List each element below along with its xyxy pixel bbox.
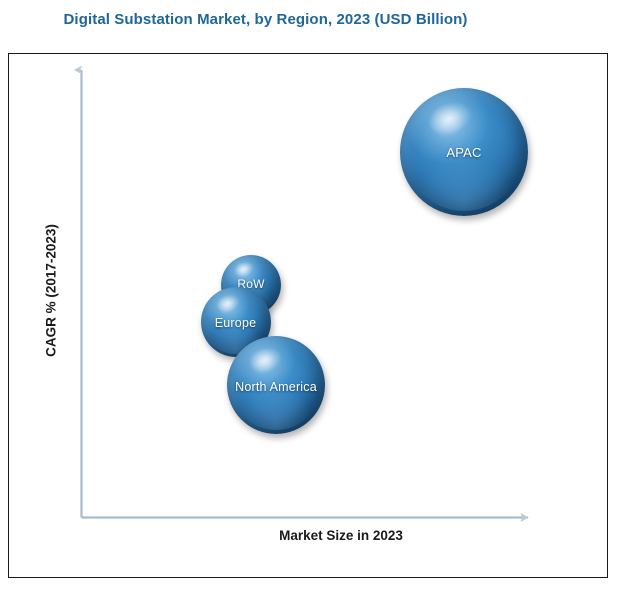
x-axis-label: Market Size in 2023	[279, 528, 403, 543]
bubble-label: North America	[235, 380, 317, 394]
bubble-apac[interactable]: APAC	[400, 88, 528, 216]
bubble-label: APAC	[446, 144, 482, 160]
bubble-north-america[interactable]: North America	[227, 336, 325, 434]
bubble-label: Europe	[214, 315, 257, 330]
y-axis-label: CAGR % (2017-2023)	[43, 224, 59, 357]
page-title: Digital Substation Market, by Region, 20…	[63, 11, 468, 28]
